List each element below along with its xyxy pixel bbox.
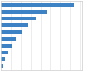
Bar xyxy=(1,64,3,68)
Bar xyxy=(1,17,36,20)
Bar xyxy=(1,3,74,7)
Bar xyxy=(1,44,12,48)
Bar xyxy=(1,30,22,34)
Bar xyxy=(1,51,8,54)
Bar xyxy=(1,58,5,61)
Bar xyxy=(1,10,47,13)
Bar xyxy=(1,23,28,27)
Bar xyxy=(1,37,16,41)
